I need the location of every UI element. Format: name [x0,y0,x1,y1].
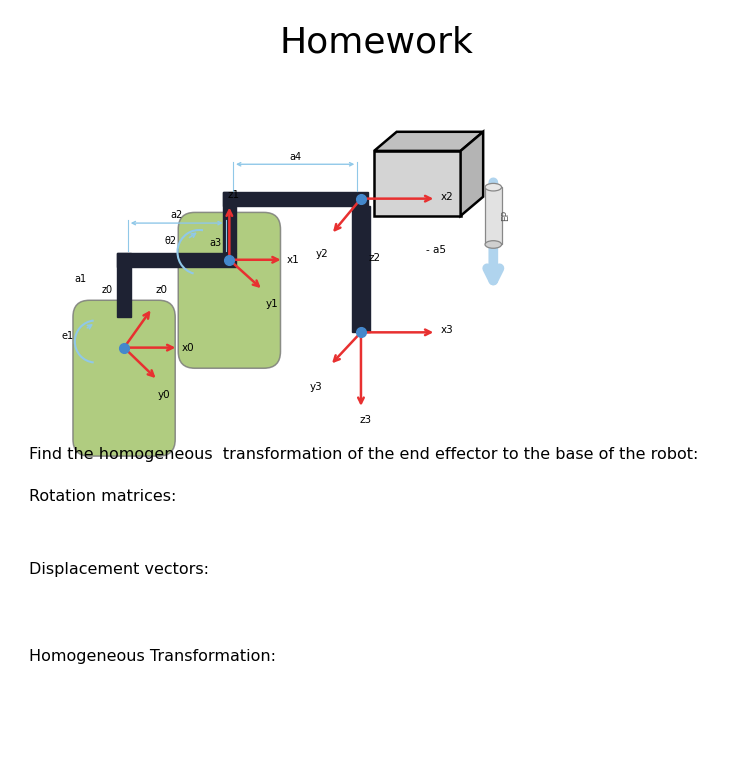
Text: a4: a4 [289,151,302,162]
Text: x2: x2 [441,192,453,202]
Text: z3: z3 [359,415,371,426]
Polygon shape [460,131,484,215]
Bar [117,253,131,317]
Text: y3: y3 [310,382,322,393]
Text: x0: x0 [182,342,194,353]
Text: y2: y2 [316,248,328,259]
Bar [223,192,368,206]
Bar [117,253,236,267]
Bar [374,151,460,215]
Text: a1: a1 [74,274,86,284]
Bar [223,192,236,253]
FancyBboxPatch shape [73,300,175,456]
Text: Displacement vectors:: Displacement vectors: [29,562,208,577]
Polygon shape [374,131,484,151]
Bar [485,187,502,244]
Text: z0: z0 [156,285,168,296]
Text: Homogeneous Transformation:: Homogeneous Transformation: [29,649,275,665]
Text: θ2: θ2 [165,235,177,246]
Text: z2: z2 [368,253,381,263]
Text: z0: z0 [102,285,113,296]
Ellipse shape [485,241,502,248]
Text: Rotation matrices:: Rotation matrices: [29,489,176,504]
Text: y1: y1 [266,299,278,309]
Text: - a5: - a5 [426,245,446,255]
Text: Homework: Homework [279,25,473,59]
Text: a2: a2 [171,210,183,221]
Text: a3: a3 [210,238,222,248]
Text: z1: z1 [228,189,240,200]
Text: e1: e1 [62,331,74,342]
Ellipse shape [485,183,502,191]
Text: x3: x3 [441,325,453,335]
Bar [352,206,370,332]
Text: EP: EP [502,210,511,222]
Text: x1: x1 [287,254,299,265]
Text: Find the homogeneous  transformation of the end effector to the base of the robo: Find the homogeneous transformation of t… [29,447,698,462]
Text: y0: y0 [158,390,170,400]
FancyBboxPatch shape [178,212,280,368]
